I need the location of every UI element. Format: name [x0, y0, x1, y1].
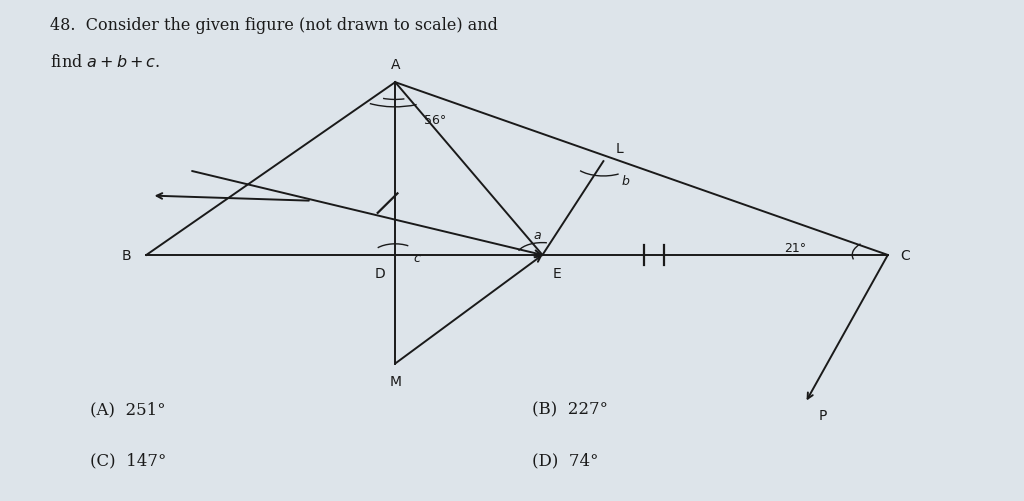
Text: c: c — [414, 252, 421, 265]
Text: find $a + b + c$.: find $a + b + c$. — [50, 54, 160, 71]
Text: (C)  147°: (C) 147° — [90, 452, 167, 469]
Text: 21°: 21° — [784, 241, 807, 255]
Text: b: b — [622, 175, 630, 188]
Text: M: M — [389, 375, 401, 389]
Text: (D)  74°: (D) 74° — [532, 452, 599, 469]
Text: B: B — [122, 248, 131, 263]
Text: (B)  227°: (B) 227° — [532, 400, 608, 417]
Text: C: C — [900, 248, 909, 263]
Text: a: a — [534, 228, 542, 241]
Text: 48.  Consider the given figure (not drawn to scale) and: 48. Consider the given figure (not drawn… — [50, 17, 498, 34]
Text: (A)  251°: (A) 251° — [90, 400, 166, 417]
Text: L: L — [615, 142, 624, 156]
Text: D: D — [375, 266, 385, 280]
Text: P: P — [819, 408, 827, 422]
Text: A: A — [390, 58, 400, 72]
Text: 56°: 56° — [424, 113, 445, 126]
Text: E: E — [553, 266, 561, 280]
